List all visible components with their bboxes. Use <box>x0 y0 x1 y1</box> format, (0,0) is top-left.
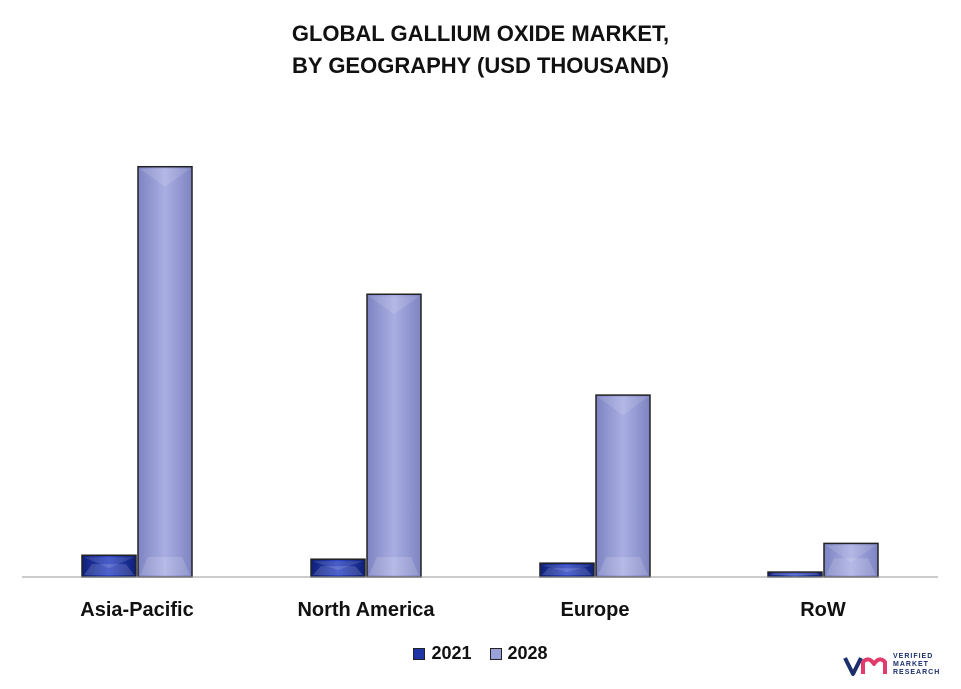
x-tick-label-europe: Europe <box>561 599 630 621</box>
bar-asia-pacific-2028 <box>137 165 193 578</box>
brand-line-2: MARKET <box>893 661 929 668</box>
x-tick-label-row: RoW <box>800 599 846 621</box>
bar-row-2021 <box>767 571 823 578</box>
vmr-logo-icon <box>843 657 887 676</box>
brand-line-3: RESEARCH <box>893 669 941 676</box>
legend-label-2021: 2021 <box>431 643 472 663</box>
brand-text: VERIFIED MARKET RESEARCH <box>893 653 940 677</box>
x-tick-label-asia-pacific: Asia-Pacific <box>80 599 193 621</box>
bar-asia-pacific-2021 <box>81 554 137 578</box>
chart-title-line-1: GLOBAL GALLIUM OXIDE MARKET, <box>291 21 670 46</box>
legend-item-2028: 2028 <box>489 643 548 664</box>
brand-line-1: VERIFIED <box>893 653 934 660</box>
bar-north-america-2021 <box>310 558 366 578</box>
chart-title-line-2: BY GEOGRAPHY (USD THOUSAND) <box>292 53 669 78</box>
bar-europe-2021 <box>539 562 595 578</box>
chart-title: GLOBAL GALLIUM OXIDE MARKET, BY GEOGRAPH… <box>0 18 961 82</box>
legend-swatch-2028 <box>489 647 502 660</box>
x-tick-label-north-america: North America <box>297 599 435 621</box>
bar-europe-2028 <box>595 394 651 578</box>
legend-label-2028: 2028 <box>507 643 548 663</box>
legend-item-2021: 2021 <box>413 643 472 664</box>
bar-row-2028 <box>823 542 879 578</box>
legend-swatch-2021 <box>413 647 426 660</box>
legend: 2021 2028 <box>0 643 961 664</box>
brand-logo: VERIFIED MARKET RESEARCH <box>843 648 955 682</box>
bar-north-america-2028 <box>366 293 422 578</box>
